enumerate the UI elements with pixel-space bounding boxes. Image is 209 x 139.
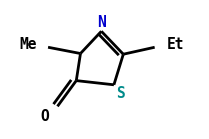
- Text: O: O: [41, 109, 49, 124]
- Text: Et: Et: [167, 37, 184, 52]
- Text: Me: Me: [19, 37, 37, 52]
- Text: N: N: [97, 15, 106, 30]
- Text: S: S: [116, 86, 125, 101]
